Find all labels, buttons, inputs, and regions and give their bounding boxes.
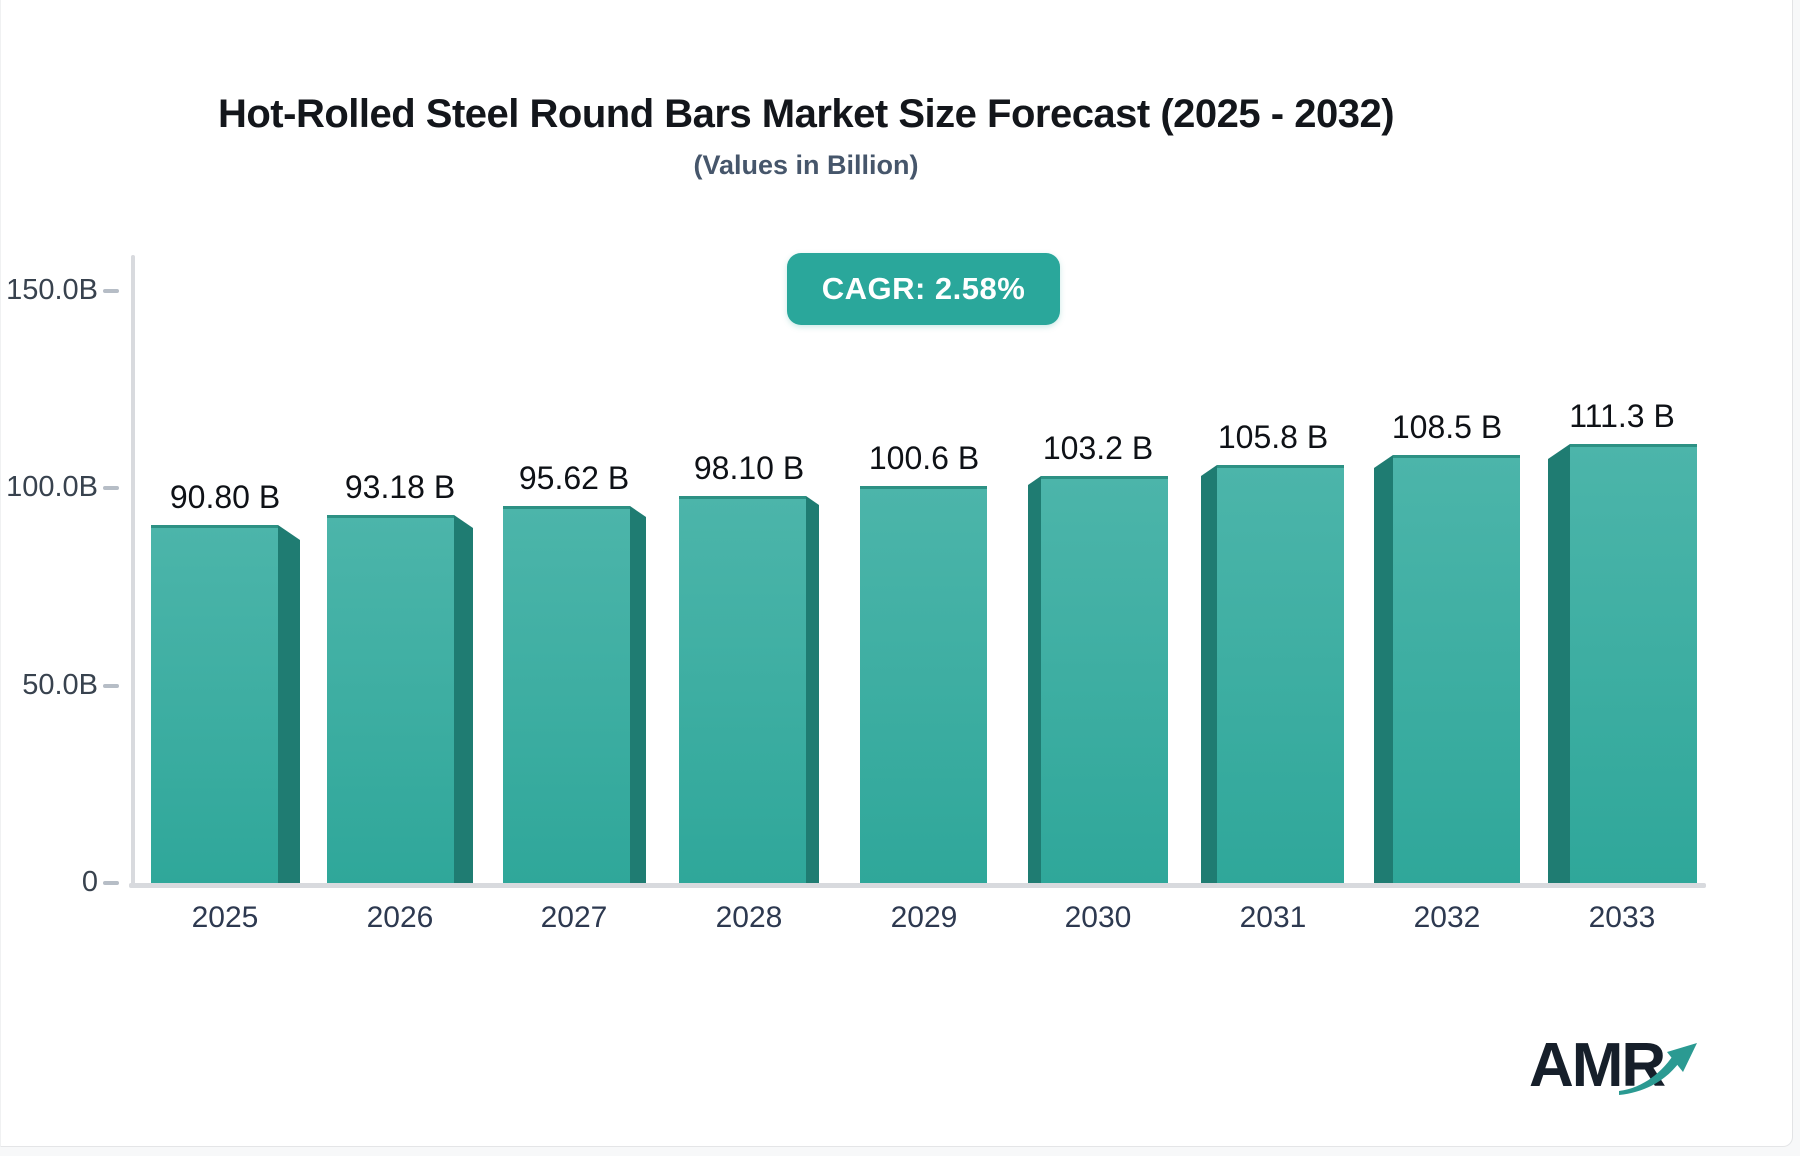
bar-value-label: 103.2 B	[1042, 430, 1154, 466]
chart-title: Hot-Rolled Steel Round Bars Market Size …	[217, 92, 1395, 136]
x-axis-label: 2033	[1588, 901, 1656, 934]
y-tick-label: 150.0B	[6, 274, 98, 306]
bar-2030-side	[1028, 476, 1041, 883]
x-axis-label: 2026	[366, 901, 434, 934]
bar-2028-side	[806, 496, 819, 883]
bar-2032-side	[1374, 455, 1393, 883]
bar-2025-side	[278, 525, 300, 883]
y-tick-label: 100.0B	[6, 471, 98, 503]
bar-value-label: 111.3 B	[1569, 398, 1675, 434]
bar-value-label: 108.5 B	[1391, 409, 1503, 445]
x-axis-label: 2027	[540, 901, 608, 934]
bar-2031-side	[1201, 465, 1217, 883]
bar-2030-face	[1041, 476, 1168, 883]
trend-up-arrow-icon	[1619, 1043, 1697, 1095]
bar-value-label: 98.10 B	[693, 450, 805, 486]
bar-2027-side	[630, 506, 646, 883]
bar-value-label: 105.8 B	[1217, 419, 1329, 455]
y-tick	[103, 289, 119, 293]
bar-value-label: 100.6 B	[868, 440, 980, 476]
bar-value-label: 90.80 B	[169, 479, 281, 515]
bar-2032-face	[1393, 455, 1520, 883]
amr-logo: AMR	[1529, 1030, 1719, 1110]
bar-2029-face	[860, 486, 987, 883]
chart-subtitle: (Values in Billion)	[693, 150, 919, 180]
x-axis-label: 2028	[715, 901, 783, 934]
bar-2027-face	[503, 506, 630, 883]
x-axis-label: 2025	[191, 901, 259, 934]
x-axis-label: 2030	[1064, 901, 1132, 934]
y-axis-line	[131, 255, 135, 886]
y-tick-label: 0	[81, 866, 98, 898]
bar-value-label: 93.18 B	[344, 469, 456, 505]
bar-2033-side	[1548, 444, 1570, 883]
bar-2033-face	[1570, 444, 1697, 883]
bar-2025-face	[151, 525, 278, 883]
x-axis-label: 2029	[890, 901, 958, 934]
y-tick	[103, 486, 119, 490]
x-axis-label: 2031	[1239, 901, 1307, 934]
bar-value-label: 95.62 B	[518, 460, 630, 496]
cagr-badge: CAGR: 2.58%	[787, 253, 1060, 325]
y-tick	[103, 684, 119, 688]
bar-2026-face	[327, 515, 454, 883]
bar-2031-face	[1217, 465, 1344, 883]
y-tick-label: 50.0B	[22, 669, 98, 701]
x-axis-label: 2032	[1413, 901, 1481, 934]
bar-2028-face	[679, 496, 806, 883]
bar-2026-side	[454, 515, 473, 883]
y-tick	[103, 881, 119, 885]
x-axis-baseline	[129, 883, 1706, 888]
